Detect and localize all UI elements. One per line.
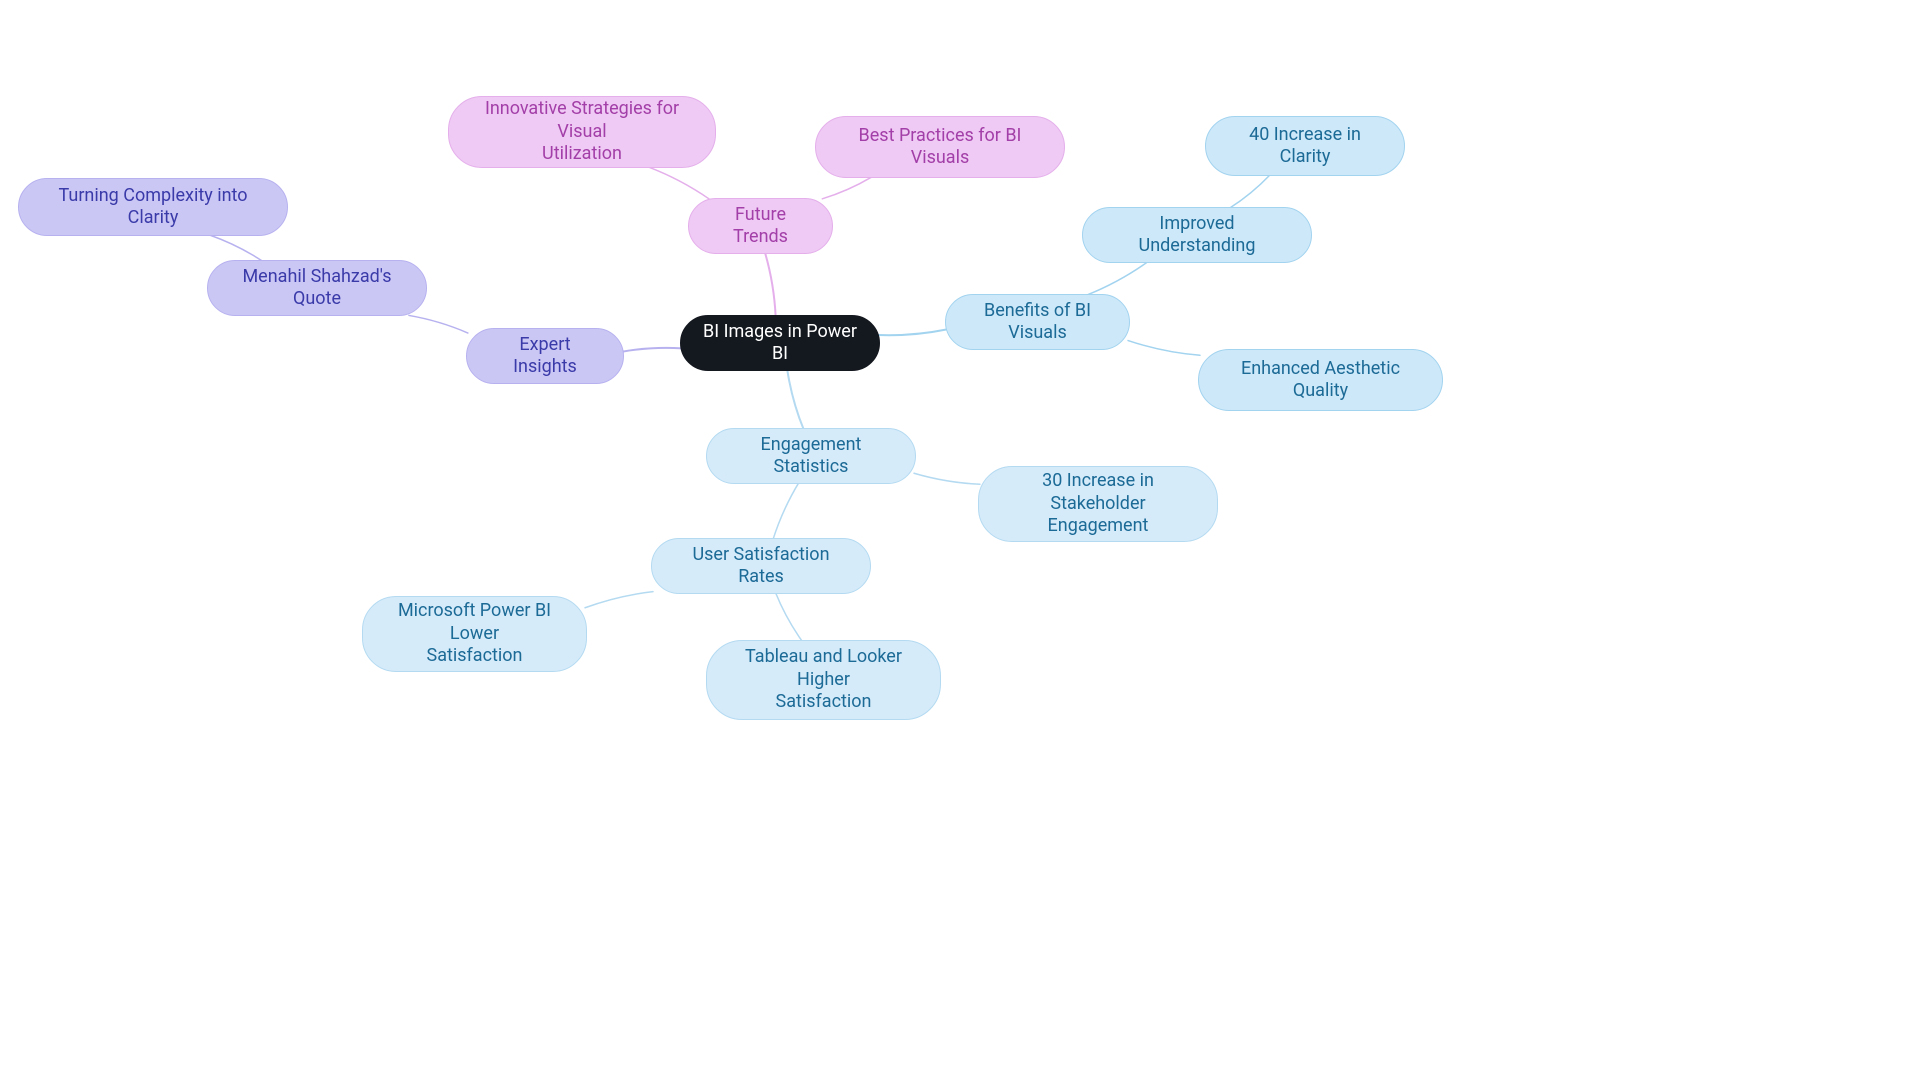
node-label: Innovative Strategies for Visual Utiliza… bbox=[471, 98, 693, 166]
node-label: Best Practices for BI Visuals bbox=[838, 125, 1042, 170]
node-label: Tableau and Looker Higher Satisfaction bbox=[729, 646, 918, 714]
node-mslower[interactable]: Microsoft Power BI Lower Satisfaction bbox=[362, 596, 587, 672]
node-label: Improved Understanding bbox=[1105, 213, 1289, 258]
node-improved[interactable]: Improved Understanding bbox=[1082, 207, 1312, 263]
node-label: BI Images in Power BI bbox=[703, 321, 857, 366]
node-complexity[interactable]: Turning Complexity into Clarity bbox=[18, 178, 288, 236]
node-stake30[interactable]: 30 Increase in Stakeholder Engagement bbox=[978, 466, 1218, 542]
node-label: 40 Increase in Clarity bbox=[1228, 124, 1382, 169]
node-tableau[interactable]: Tableau and Looker Higher Satisfaction bbox=[706, 640, 941, 720]
node-menahil[interactable]: Menahil Shahzad's Quote bbox=[207, 260, 427, 316]
node-experts[interactable]: Expert Insights bbox=[466, 328, 624, 384]
node-innovative[interactable]: Innovative Strategies for Visual Utiliza… bbox=[448, 96, 716, 168]
node-future[interactable]: Future Trends bbox=[688, 198, 833, 254]
node-label: Future Trends bbox=[711, 204, 810, 249]
edge-benefits-aesthetic bbox=[1128, 341, 1200, 356]
node-aesthetic[interactable]: Enhanced Aesthetic Quality bbox=[1198, 349, 1443, 411]
node-label: Expert Insights bbox=[489, 334, 601, 379]
node-usersat[interactable]: User Satisfaction Rates bbox=[651, 538, 871, 594]
edge-engagement-stake30 bbox=[914, 473, 980, 484]
edge-usersat-mslower bbox=[585, 592, 653, 608]
node-clarity40[interactable]: 40 Increase in Clarity bbox=[1205, 116, 1405, 176]
edge-improved-clarity40 bbox=[1229, 175, 1270, 209]
edge-experts-menahil bbox=[409, 315, 468, 333]
edge-usersat-tableau bbox=[775, 592, 802, 642]
node-engagement[interactable]: Engagement Statistics bbox=[706, 428, 916, 484]
node-label: Enhanced Aesthetic Quality bbox=[1221, 358, 1420, 403]
edge-root-benefits bbox=[878, 329, 947, 335]
edge-menahil-complexity bbox=[210, 235, 262, 261]
node-label: Microsoft Power BI Lower Satisfaction bbox=[385, 600, 564, 668]
edge-benefits-improved bbox=[1087, 262, 1147, 295]
node-label: Turning Complexity into Clarity bbox=[41, 185, 265, 230]
edge-root-engagement bbox=[787, 369, 804, 430]
edge-engagement-usersat bbox=[773, 482, 799, 540]
node-label: Menahil Shahzad's Quote bbox=[230, 266, 404, 311]
node-label: Benefits of BI Visuals bbox=[968, 300, 1107, 345]
edge-future-innovative bbox=[649, 167, 710, 199]
node-benefits[interactable]: Benefits of BI Visuals bbox=[945, 294, 1130, 350]
node-label: User Satisfaction Rates bbox=[674, 544, 848, 589]
edge-root-experts bbox=[622, 348, 682, 352]
node-bestpractices[interactable]: Best Practices for BI Visuals bbox=[815, 116, 1065, 178]
edge-future-bestpractices bbox=[822, 177, 871, 199]
node-root[interactable]: BI Images in Power BI bbox=[680, 315, 880, 371]
node-label: Engagement Statistics bbox=[729, 434, 893, 479]
node-label: 30 Increase in Stakeholder Engagement bbox=[1001, 470, 1195, 538]
edge-root-future bbox=[765, 252, 776, 317]
